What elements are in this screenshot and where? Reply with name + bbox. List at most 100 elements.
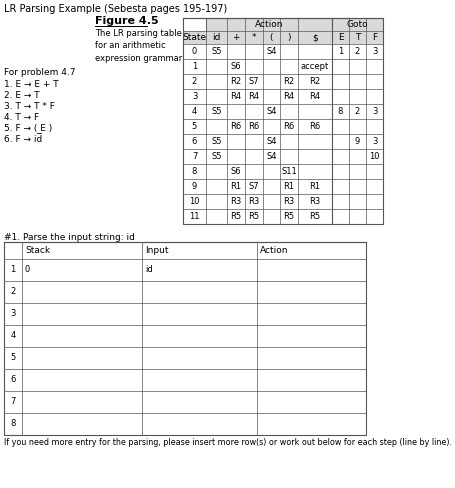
- Text: Figure 4.5: Figure 4.5: [95, 16, 158, 26]
- Bar: [279, 134, 298, 149]
- Text: 8: 8: [192, 167, 197, 176]
- Bar: [22, 325, 142, 347]
- Bar: [298, 119, 331, 134]
- Bar: [227, 31, 244, 44]
- Text: 4. T → F: 4. T → F: [4, 113, 39, 122]
- Text: 7: 7: [10, 398, 15, 407]
- Text: accept: accept: [300, 62, 329, 71]
- Bar: [263, 74, 279, 89]
- Bar: [4, 391, 22, 413]
- Bar: [257, 242, 365, 259]
- Bar: [244, 104, 263, 119]
- Text: F: F: [371, 33, 376, 42]
- Text: 2: 2: [354, 47, 359, 56]
- Text: 9: 9: [354, 137, 359, 146]
- Text: Action: Action: [259, 246, 288, 255]
- Bar: [22, 391, 142, 413]
- Bar: [298, 104, 331, 119]
- Bar: [348, 31, 365, 44]
- Text: S4: S4: [266, 152, 276, 161]
- Text: 5. F → ( E ): 5. F → ( E ): [4, 124, 52, 133]
- Text: S11: S11: [281, 167, 296, 176]
- Bar: [142, 303, 257, 325]
- Bar: [142, 391, 257, 413]
- Text: 1: 1: [337, 47, 342, 56]
- Bar: [4, 281, 22, 303]
- Bar: [142, 281, 257, 303]
- Text: 3: 3: [371, 107, 376, 116]
- Text: 2: 2: [354, 107, 359, 116]
- Text: 0: 0: [192, 47, 197, 56]
- Text: R1: R1: [309, 182, 320, 191]
- Bar: [142, 347, 257, 369]
- Bar: [331, 149, 348, 164]
- Bar: [206, 74, 227, 89]
- Text: R5: R5: [248, 212, 259, 221]
- Bar: [244, 164, 263, 179]
- Text: 6. F → id: 6. F → id: [4, 135, 42, 144]
- Bar: [365, 194, 382, 209]
- Text: R3: R3: [230, 197, 241, 206]
- Bar: [244, 59, 263, 74]
- Bar: [4, 325, 22, 347]
- Bar: [4, 347, 22, 369]
- Text: 10: 10: [369, 152, 379, 161]
- Text: 2. E → T: 2. E → T: [4, 91, 40, 100]
- Bar: [279, 31, 298, 44]
- Bar: [348, 74, 365, 89]
- Bar: [298, 31, 331, 44]
- Bar: [206, 179, 227, 194]
- Bar: [182, 194, 206, 209]
- Text: #1. Parse the input string: id: #1. Parse the input string: id: [4, 233, 135, 242]
- Bar: [365, 89, 382, 104]
- Bar: [4, 242, 22, 259]
- Bar: [227, 104, 244, 119]
- Bar: [348, 209, 365, 224]
- Bar: [331, 104, 348, 119]
- Bar: [348, 164, 365, 179]
- Bar: [257, 259, 365, 281]
- Bar: [227, 59, 244, 74]
- Text: 5: 5: [10, 353, 15, 363]
- Bar: [331, 18, 382, 31]
- Bar: [298, 149, 331, 164]
- Bar: [142, 259, 257, 281]
- Bar: [227, 44, 244, 59]
- Bar: [182, 164, 206, 179]
- Text: S4: S4: [266, 47, 276, 56]
- Bar: [331, 31, 348, 44]
- Bar: [182, 179, 206, 194]
- Text: R2: R2: [283, 77, 294, 86]
- Text: R3: R3: [308, 197, 320, 206]
- Bar: [365, 134, 382, 149]
- Text: 3. T → T * F: 3. T → T * F: [4, 102, 55, 111]
- Text: For problem 4.7: For problem 4.7: [4, 68, 76, 77]
- Text: S6: S6: [230, 62, 241, 71]
- Bar: [142, 325, 257, 347]
- Bar: [244, 134, 263, 149]
- Bar: [227, 119, 244, 134]
- Bar: [279, 74, 298, 89]
- Bar: [22, 259, 142, 281]
- Bar: [365, 179, 382, 194]
- Bar: [263, 31, 279, 44]
- Bar: [257, 303, 365, 325]
- Bar: [365, 119, 382, 134]
- Bar: [348, 134, 365, 149]
- Text: Stack: Stack: [25, 246, 50, 255]
- Bar: [257, 281, 365, 303]
- Text: 8: 8: [337, 107, 343, 116]
- Bar: [257, 413, 365, 435]
- Text: S7: S7: [248, 182, 259, 191]
- Text: 3: 3: [10, 309, 15, 319]
- Bar: [298, 134, 331, 149]
- Bar: [206, 104, 227, 119]
- Bar: [244, 149, 263, 164]
- Bar: [279, 119, 298, 134]
- Bar: [182, 18, 206, 31]
- Bar: [206, 18, 331, 31]
- Bar: [365, 164, 382, 179]
- Bar: [227, 89, 244, 104]
- Text: 3: 3: [192, 92, 197, 101]
- Text: 9: 9: [192, 182, 197, 191]
